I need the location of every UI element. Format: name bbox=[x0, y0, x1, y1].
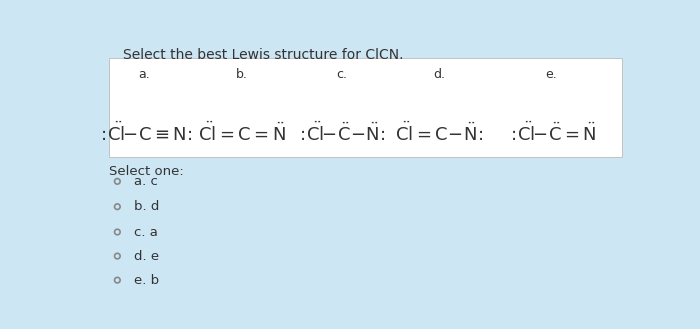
Text: a.: a. bbox=[139, 68, 150, 82]
Text: $:\!\ddot{\mathrm{Cl}}\!\!-\!\ddot{\mathrm{C}}{=}\ddot{\mathrm{N}}$: $:\!\ddot{\mathrm{Cl}}\!\!-\!\ddot{\math… bbox=[507, 121, 596, 145]
Text: Select the best Lewis structure for ClCN.: Select the best Lewis structure for ClCN… bbox=[122, 48, 403, 63]
Text: b.: b. bbox=[236, 68, 248, 82]
Text: $:\!\ddot{\mathrm{Cl}}\!\!-\!\ddot{\mathrm{C}}\!-\!\ddot{\mathrm{N}}\!:$: $:\!\ddot{\mathrm{Cl}}\!\!-\!\ddot{\math… bbox=[296, 121, 386, 145]
Text: $:\!\ddot{\mathrm{Cl}}\!\!-\!\mathrm{C}{\equiv}\mathrm{N}\!:$: $:\!\ddot{\mathrm{Cl}}\!\!-\!\mathrm{C}{… bbox=[97, 121, 192, 145]
Text: d. e: d. e bbox=[134, 250, 159, 263]
Text: e. b: e. b bbox=[134, 274, 159, 287]
Text: c.: c. bbox=[336, 68, 347, 82]
Text: d.: d. bbox=[433, 68, 445, 82]
Text: $\ddot{\mathrm{Cl}}{=}\mathrm{C}\!-\!\ddot{\mathrm{N}}\!:$: $\ddot{\mathrm{Cl}}{=}\mathrm{C}\!-\!\dd… bbox=[395, 121, 483, 145]
Text: Select one:: Select one: bbox=[109, 165, 184, 178]
Text: $\ddot{\mathrm{Cl}}{=}\mathrm{C}{=}\ddot{\mathrm{N}}$: $\ddot{\mathrm{Cl}}{=}\mathrm{C}{=}\ddot… bbox=[198, 121, 286, 145]
FancyBboxPatch shape bbox=[109, 59, 622, 157]
Text: a. c: a. c bbox=[134, 175, 158, 188]
Text: e.: e. bbox=[545, 68, 557, 82]
Text: c. a: c. a bbox=[134, 225, 158, 239]
Text: b. d: b. d bbox=[134, 200, 159, 213]
